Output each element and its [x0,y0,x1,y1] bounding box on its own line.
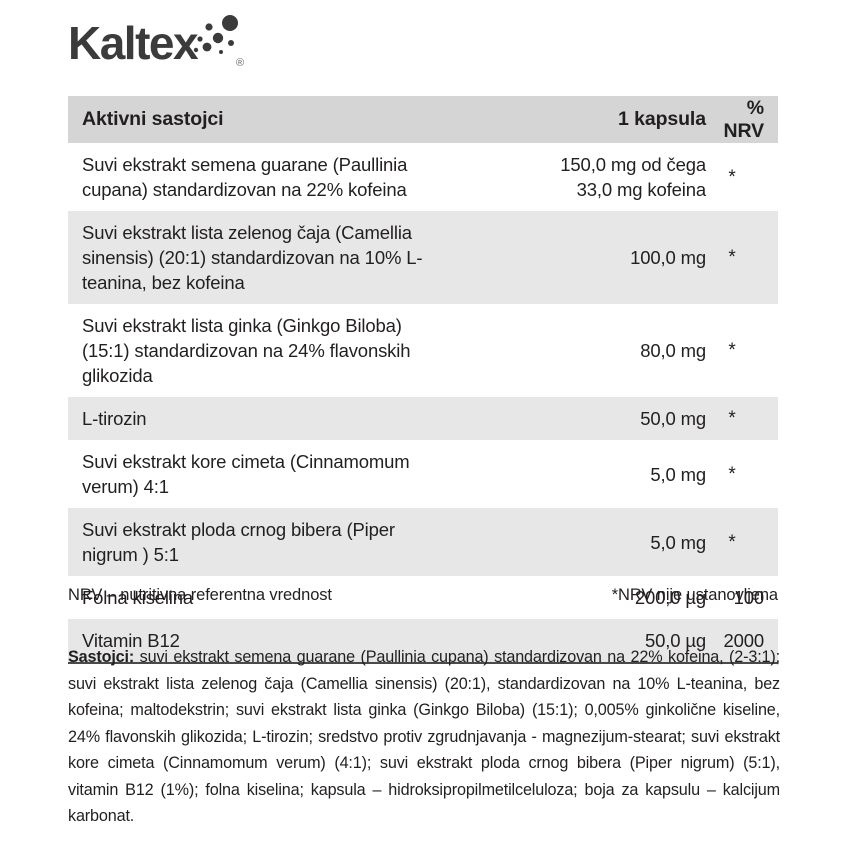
column-header-nrv: % NRV [723,96,764,142]
table-row: Suvi ekstrakt lista zelenog čaja (Camell… [68,211,778,304]
ingredient-amount: 50,0 mg [640,408,706,429]
column-header-amount: 1 kapsula [618,108,706,130]
registered-trademark-symbol: ® [236,57,244,69]
ingredients-text: suvi ekstrakt semena guarane (Paullinia … [68,648,780,826]
ingredient-name: Suvi ekstrakt lista ginka (Ginkgo Biloba… [82,315,411,386]
table-row: Suvi ekstrakt lista ginka (Ginkgo Biloba… [68,304,778,397]
table-row: Folna kiselina 200,0 µg 100 [68,576,778,619]
ingredients-label: Sastojci: [68,648,135,667]
ingredient-name: Suvi ekstrakt semena guarane (Paullinia … [82,154,408,200]
ingredient-nrv: * [728,247,736,268]
ingredient-name: Suvi ekstrakt lista zelenog čaja (Camell… [82,222,423,293]
ingredient-name: Vitamin B12 [68,619,448,664]
ingredient-nrv: * [728,408,736,429]
ingredient-nrv: * [728,531,736,553]
ingredient-amount: 80,0 mg [640,340,706,361]
table-body: Suvi ekstrakt semena guarane (Paullinia … [68,143,778,664]
ingredient-amount: 150,0 mg od čega 33,0 mg kofeina [560,154,706,200]
table-row: Suvi ekstrakt ploda crnog bibera (Piper … [68,508,778,576]
kaltex-logo-icon: Kaltex ® [68,15,244,69]
ingredient-nrv: 2000 [706,619,778,664]
ingredient-amount: 5,0 mg [650,463,706,485]
nrv-definition: NRV – nutritivna referentna vrednost [68,586,332,604]
ingredient-amount: 100,0 mg [630,247,706,268]
nrv-footnote: NRV – nutritivna referentna vrednost *NR… [68,586,778,605]
svg-text:Kaltex: Kaltex [68,17,199,69]
table-row: Suvi ekstrakt semena guarane (Paullinia … [68,143,778,211]
table-row: Suvi ekstrakt kore cimeta (Cinnamomum ve… [68,440,778,508]
active-ingredients-table: Aktivni sastojci 1 kapsula % NRV Suvi ek… [68,96,778,664]
ingredient-name: Suvi ekstrakt ploda crnog bibera (Piper … [82,519,395,565]
ingredient-nrv: * [728,340,736,361]
ingredient-name: Folna kiselina [82,587,194,608]
table-header-row: Aktivni sastojci 1 kapsula % NRV [68,96,778,143]
ingredient-nrv: * [728,463,736,485]
logo-dot-cluster [193,15,238,54]
ingredient-amount: 200,0 µg [634,587,706,608]
ingredient-nrv: * [728,166,736,188]
column-header-name: Aktivni sastojci [82,108,224,130]
ingredient-nrv: 100 [733,587,765,608]
ingredient-amount: 50,0 µg [448,619,706,664]
table-row: Vitamin B12 50,0 µg 2000 [68,619,778,664]
ingredient-name: L-tirozin [82,408,147,429]
table-row: L-tirozin 50,0 mg * [68,397,778,440]
nrv-not-established-note: *NRV nije ustanovljena [611,586,778,604]
ingredient-amount: 5,0 mg [650,531,706,553]
ingredient-name: Suvi ekstrakt kore cimeta (Cinnamomum ve… [82,451,410,497]
table-header: Aktivni sastojci 1 kapsula % NRV [68,96,778,143]
brand-logo: Kaltex ® [68,14,258,84]
ingredients-paragraph: Sastojci: suvi ekstrakt semena guarane (… [68,644,780,830]
